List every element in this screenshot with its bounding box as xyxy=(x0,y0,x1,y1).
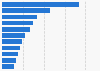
Bar xyxy=(2,8,50,13)
Bar xyxy=(2,64,14,69)
Bar xyxy=(2,15,37,19)
Bar xyxy=(2,21,33,25)
Bar xyxy=(2,27,30,32)
Bar xyxy=(2,46,20,50)
Bar xyxy=(2,58,16,63)
Bar xyxy=(2,2,79,7)
Bar xyxy=(2,39,22,44)
Bar xyxy=(2,52,18,56)
Bar xyxy=(2,33,25,38)
